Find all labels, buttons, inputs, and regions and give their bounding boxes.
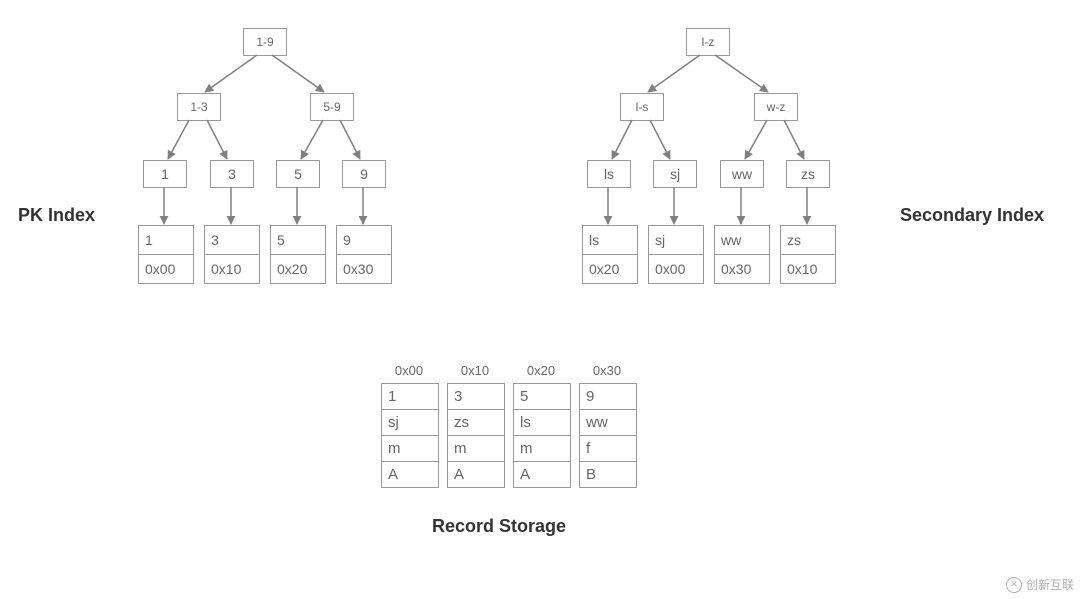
sec-l2-1: w-z bbox=[754, 93, 798, 121]
storage-col-1: 3 zs m A bbox=[447, 383, 505, 488]
watermark-icon: ✕ bbox=[1006, 577, 1022, 593]
sec-leaf-1-ptr: 0x00 bbox=[649, 255, 703, 283]
pk-leaf-3: 9 0x30 bbox=[336, 225, 392, 284]
storage-3-1: ww bbox=[580, 410, 636, 436]
watermark-text: 创新互联 bbox=[1026, 576, 1074, 593]
pk-leaf-0-ptr: 0x00 bbox=[139, 255, 193, 283]
storage-3-0: 9 bbox=[580, 384, 636, 410]
sec-leaf-2: ww 0x30 bbox=[714, 225, 770, 284]
sec-leaf-3-ptr: 0x10 bbox=[781, 255, 835, 283]
storage-2-0: 5 bbox=[514, 384, 570, 410]
sec-leaf-0: ls 0x20 bbox=[582, 225, 638, 284]
sec-leaf-1-key: sj bbox=[649, 226, 703, 255]
pk-l2-1: 5-9 bbox=[310, 93, 354, 121]
secondary-index-label: Secondary Index bbox=[900, 205, 1044, 226]
storage-addr-2: 0x20 bbox=[513, 363, 569, 378]
storage-3-2: f bbox=[580, 436, 636, 462]
sec-leaf-1: sj 0x00 bbox=[648, 225, 704, 284]
storage-2-3: A bbox=[514, 462, 570, 487]
storage-col-3: 9 ww f B bbox=[579, 383, 637, 488]
pk-l3-1: 3 bbox=[210, 160, 254, 188]
pk-leaf-2: 5 0x20 bbox=[270, 225, 326, 284]
pk-leaf-3-ptr: 0x30 bbox=[337, 255, 391, 283]
sec-l3-2: ww bbox=[720, 160, 764, 188]
edges bbox=[0, 0, 1080, 599]
storage-0-0: 1 bbox=[382, 384, 438, 410]
pk-l3-2: 5 bbox=[276, 160, 320, 188]
sec-leaf-2-key: ww bbox=[715, 226, 769, 255]
storage-addr-3: 0x30 bbox=[579, 363, 635, 378]
watermark: ✕ 创新互联 bbox=[1006, 576, 1074, 593]
storage-3-3: B bbox=[580, 462, 636, 487]
storage-0-2: m bbox=[382, 436, 438, 462]
record-storage-label: Record Storage bbox=[432, 516, 566, 537]
sec-leaf-0-key: ls bbox=[583, 226, 637, 255]
sec-l3-3: zs bbox=[786, 160, 830, 188]
sec-l3-0: ls bbox=[587, 160, 631, 188]
sec-leaf-3: zs 0x10 bbox=[780, 225, 836, 284]
pk-l2-0: 1-3 bbox=[177, 93, 221, 121]
pk-index-label: PK Index bbox=[18, 205, 95, 226]
sec-l2-0: l-s bbox=[620, 93, 664, 121]
pk-leaf-1-ptr: 0x10 bbox=[205, 255, 259, 283]
storage-0-3: A bbox=[382, 462, 438, 487]
pk-leaf-2-key: 5 bbox=[271, 226, 325, 255]
pk-l3-0: 1 bbox=[143, 160, 187, 188]
pk-leaf-2-ptr: 0x20 bbox=[271, 255, 325, 283]
sec-l3-1: sj bbox=[653, 160, 697, 188]
storage-1-2: m bbox=[448, 436, 504, 462]
storage-1-1: zs bbox=[448, 410, 504, 436]
storage-2-1: ls bbox=[514, 410, 570, 436]
pk-leaf-0-key: 1 bbox=[139, 226, 193, 255]
pk-l3-3: 9 bbox=[342, 160, 386, 188]
sec-leaf-0-ptr: 0x20 bbox=[583, 255, 637, 283]
storage-1-3: A bbox=[448, 462, 504, 487]
storage-col-2: 5 ls m A bbox=[513, 383, 571, 488]
storage-col-0: 1 sj m A bbox=[381, 383, 439, 488]
pk-leaf-1-key: 3 bbox=[205, 226, 259, 255]
pk-root: 1-9 bbox=[243, 28, 287, 56]
sec-leaf-2-ptr: 0x30 bbox=[715, 255, 769, 283]
storage-addr-1: 0x10 bbox=[447, 363, 503, 378]
storage-2-2: m bbox=[514, 436, 570, 462]
pk-leaf-1: 3 0x10 bbox=[204, 225, 260, 284]
storage-addr-0: 0x00 bbox=[381, 363, 437, 378]
pk-leaf-3-key: 9 bbox=[337, 226, 391, 255]
storage-0-1: sj bbox=[382, 410, 438, 436]
sec-root: l-z bbox=[686, 28, 730, 56]
pk-leaf-0: 1 0x00 bbox=[138, 225, 194, 284]
sec-leaf-3-key: zs bbox=[781, 226, 835, 255]
storage-1-0: 3 bbox=[448, 384, 504, 410]
